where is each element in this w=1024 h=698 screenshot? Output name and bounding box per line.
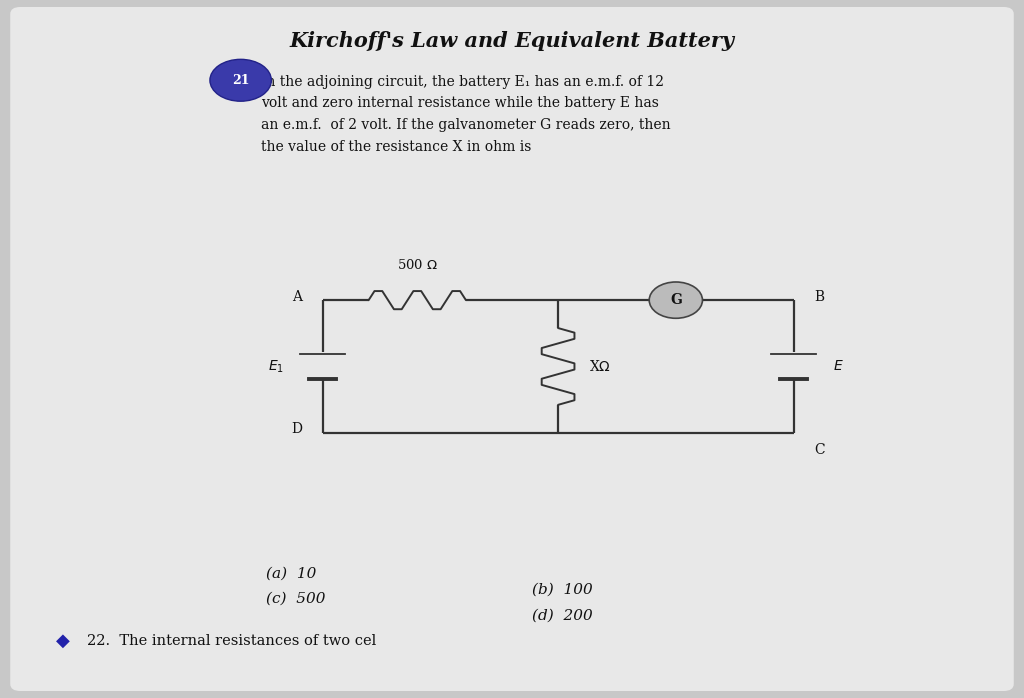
Text: G: G: [670, 293, 682, 307]
Text: X$\Omega$: X$\Omega$: [589, 359, 610, 374]
Text: Kirchoff's Law and Equivalent Battery: Kirchoff's Law and Equivalent Battery: [290, 31, 734, 52]
Text: ◆: ◆: [56, 632, 71, 650]
Text: $E_1$: $E_1$: [267, 358, 284, 375]
Text: 21: 21: [231, 74, 250, 87]
Text: an e.m.f.  of 2 volt. If the galvanometer G reads zero, then: an e.m.f. of 2 volt. If the galvanometer…: [261, 118, 671, 132]
Text: (c)  500: (c) 500: [266, 591, 326, 605]
Text: (b)  100: (b) 100: [532, 583, 593, 597]
Text: the value of the resistance X in ohm is: the value of the resistance X in ohm is: [261, 140, 531, 154]
Text: C: C: [814, 443, 824, 457]
Text: 22.  The internal resistances of two cel: 22. The internal resistances of two cel: [87, 634, 376, 648]
Text: volt and zero internal resistance while the battery E has: volt and zero internal resistance while …: [261, 96, 659, 110]
Text: (a)  10: (a) 10: [266, 567, 316, 581]
Text: $E$: $E$: [833, 359, 843, 373]
Text: 500 $\Omega$: 500 $\Omega$: [396, 258, 438, 272]
FancyBboxPatch shape: [10, 7, 1014, 691]
Text: D: D: [291, 422, 302, 436]
Text: B: B: [814, 290, 824, 304]
Text: (d)  200: (d) 200: [532, 609, 593, 623]
Text: In the adjoining circuit, the battery E₁ has an e.m.f. of 12: In the adjoining circuit, the battery E₁…: [261, 75, 665, 89]
Circle shape: [210, 59, 271, 101]
Circle shape: [649, 282, 702, 318]
Text: A: A: [292, 290, 302, 304]
